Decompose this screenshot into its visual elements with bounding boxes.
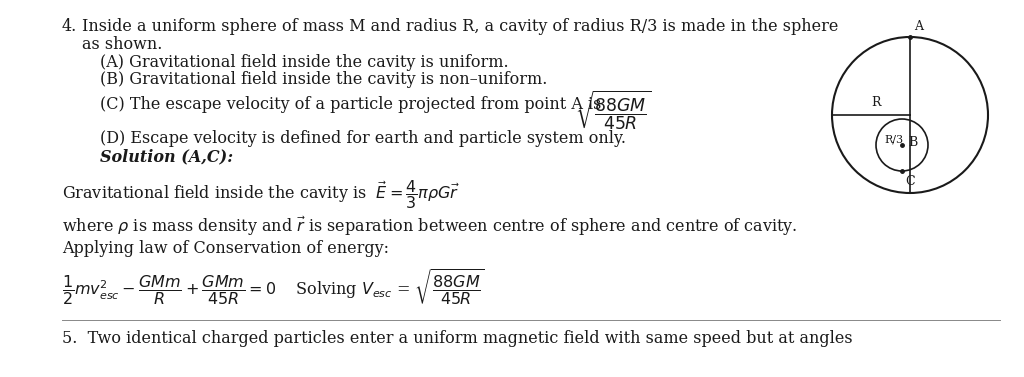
Text: Applying law of Conservation of energy:: Applying law of Conservation of energy: [62, 240, 389, 257]
Text: Inside a uniform sphere of mass M and radius R, a cavity of radius R/3 is made i: Inside a uniform sphere of mass M and ra… [82, 18, 839, 35]
Text: Gravitational field inside the cavity is  $\vec{E} = \dfrac{4}{3}\pi\rho G\vec{r: Gravitational field inside the cavity is… [62, 178, 460, 211]
Text: C: C [905, 175, 914, 188]
Text: R/3: R/3 [884, 135, 903, 145]
Text: (A) Gravitational field inside the cavity is uniform.: (A) Gravitational field inside the cavit… [100, 54, 509, 71]
Text: where $\rho$ is mass density and $\vec{r}$ is separation between centre of spher: where $\rho$ is mass density and $\vec{r… [62, 215, 798, 238]
Text: (C) The escape velocity of a particle projected from point A is: (C) The escape velocity of a particle pr… [100, 96, 601, 113]
Text: Solution (A,C):: Solution (A,C): [100, 148, 233, 165]
Text: (D) Escape velocity is defined for earth and particle system only.: (D) Escape velocity is defined for earth… [100, 130, 626, 147]
Text: $\dfrac{1}{2}mv^2_{esc} - \dfrac{GMm}{R} + \dfrac{GMm}{45R} = 0$    Solving $V_{: $\dfrac{1}{2}mv^2_{esc} - \dfrac{GMm}{R}… [62, 268, 484, 308]
Text: 4.: 4. [62, 18, 77, 35]
Text: $\sqrt{\dfrac{88GM}{45R}}$: $\sqrt{\dfrac{88GM}{45R}}$ [575, 88, 651, 132]
Text: 5.  Two identical charged particles enter a uniform magnetic field with same spe: 5. Two identical charged particles enter… [62, 330, 853, 347]
Text: as shown.: as shown. [82, 36, 163, 53]
Text: R: R [871, 96, 881, 109]
Text: A: A [914, 20, 923, 33]
Text: (B) Gravitational field inside the cavity is non–uniform.: (B) Gravitational field inside the cavit… [100, 71, 548, 88]
Text: B: B [908, 136, 918, 150]
